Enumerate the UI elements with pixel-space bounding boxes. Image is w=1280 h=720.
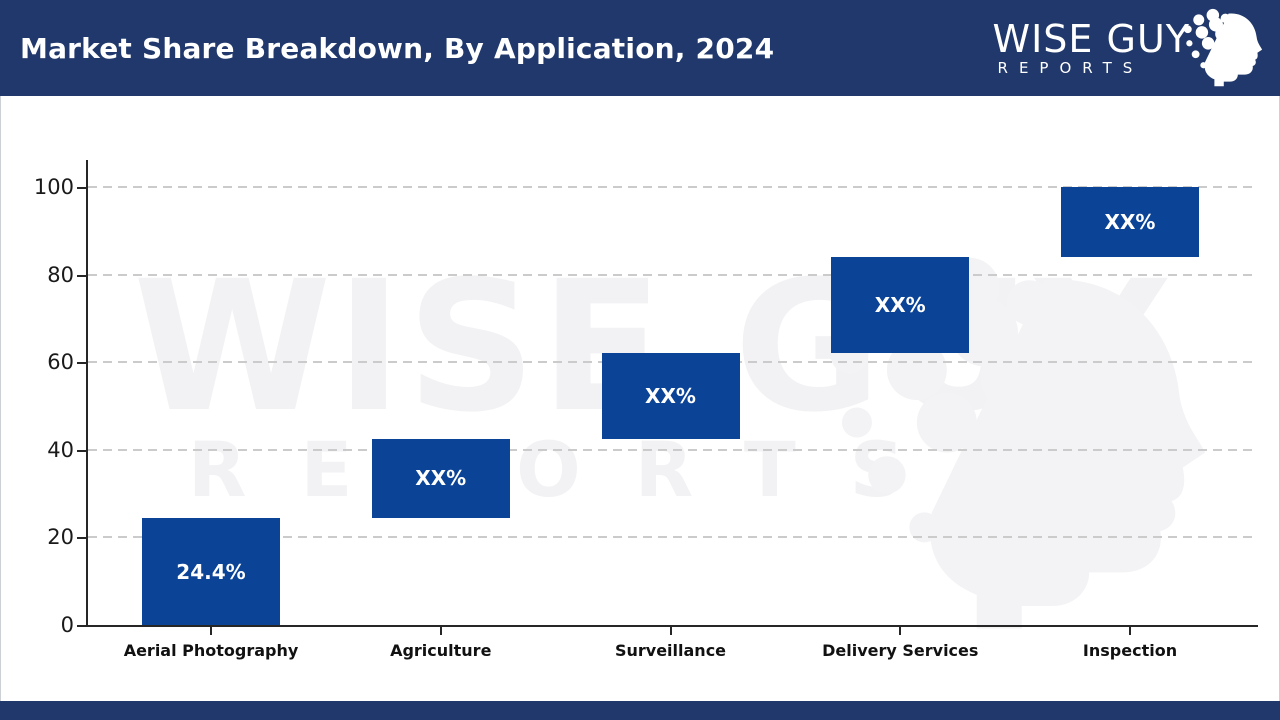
- y-tick-mark-40: [77, 449, 86, 452]
- bar-value-label: 24.4%: [176, 559, 246, 584]
- bar-surveillance: XX%: [601, 353, 740, 439]
- logo-text: WISE GUY REPORTS: [993, 20, 1190, 76]
- wise-guy-reports-logo: WISE GUY REPORTS: [993, 8, 1266, 88]
- x-axis-line: [86, 625, 1258, 627]
- y-tick-label-100: 100: [33, 175, 74, 199]
- x-tick-label-3: Delivery Services: [822, 641, 979, 660]
- bar-aerial-photography: 24.4%: [142, 518, 280, 625]
- left-border: [0, 96, 1, 702]
- gridline-80: [88, 273, 1258, 276]
- bar-inspection: XX%: [1061, 187, 1199, 258]
- y-tick-label-80: 80: [47, 262, 74, 287]
- y-tick-label-60: 60: [47, 350, 74, 375]
- y-tick-label-20: 20: [47, 525, 74, 550]
- dotted-head-icon: [1183, 8, 1263, 87]
- x-tick-label-2: Surveillance: [614, 641, 727, 660]
- y-tick-label-40: 40: [47, 437, 74, 462]
- bar-agriculture: XX%: [371, 438, 510, 519]
- chart-canvas: WISE GUY REPORTS 0 20 40 60 80 100 24.4% Aerial…: [0, 96, 1280, 701]
- bar-value-label: XX%: [1104, 210, 1156, 235]
- y-tick-mark-0: [77, 625, 86, 627]
- gridline-100: [88, 186, 1258, 188]
- logo-subtitle: REPORTS: [997, 59, 1144, 77]
- y-axis-line: [86, 160, 88, 627]
- logo-wordmark: WISE GUY: [992, 17, 1190, 61]
- bar-value-label: XX%: [415, 466, 467, 491]
- chart-title: Market Share Breakdown, By Application, …: [20, 31, 775, 65]
- y-tick-mark-80: [77, 274, 86, 277]
- x-tick-label-0: Aerial Photography: [123, 641, 299, 660]
- gridline-40: [88, 448, 1258, 451]
- x-tick-mark-3: [899, 627, 902, 635]
- x-tick-label-4: Inspection: [1082, 641, 1178, 660]
- x-tick-mark-2: [669, 627, 672, 635]
- x-tick-mark-4: [1129, 627, 1131, 635]
- header-bar: Market Share Breakdown, By Application, …: [0, 0, 1280, 96]
- y-tick-mark-60: [77, 362, 86, 365]
- y-tick-mark-20: [77, 537, 86, 540]
- footer-bar: [0, 701, 1280, 720]
- watermark-subtitle: REPORTS: [188, 425, 959, 514]
- y-tick-mark-100: [77, 187, 86, 189]
- gridline-20: [88, 536, 1258, 539]
- x-tick-mark-1: [439, 627, 442, 635]
- bar-delivery-services: XX%: [831, 257, 970, 354]
- x-tick-mark-0: [210, 627, 212, 635]
- bar-value-label: XX%: [645, 384, 696, 409]
- bar-value-label: XX%: [874, 293, 926, 318]
- x-tick-label-1: Agriculture: [390, 641, 492, 660]
- y-tick-label-0: 0: [60, 613, 74, 637]
